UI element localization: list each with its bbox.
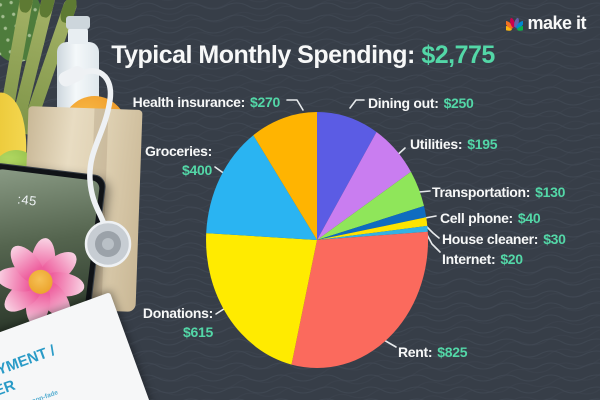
leader-line-dining-out xyxy=(349,99,365,109)
callout-amount: $30 xyxy=(543,231,566,247)
callout-amount: $615 xyxy=(183,324,213,340)
callout-label: Internet: xyxy=(442,251,496,267)
callout-dining-out: Dining out: $250 xyxy=(368,95,474,111)
nbc-peacock-icon xyxy=(506,17,524,31)
page-title: Typical Monthly Spending: $2,775 xyxy=(103,41,503,70)
callout-groceries: Groceries: $400 xyxy=(145,142,212,180)
callout-label: Donations: xyxy=(142,305,213,321)
title-text: Typical Monthly Spending: xyxy=(111,41,422,69)
callout-amount: $825 xyxy=(437,344,468,360)
callout-amount: $130 xyxy=(535,184,566,200)
title-amount: $2,775 xyxy=(421,41,495,69)
pie-slice-cell-phone xyxy=(317,206,427,240)
leader-line-health-insurance xyxy=(286,99,304,111)
callout-label: Transportation: xyxy=(432,184,531,200)
stethoscope-earpiece xyxy=(58,66,85,87)
callout-amount: $20 xyxy=(500,251,523,267)
callout-label: House cleaner: xyxy=(442,231,539,247)
callout-rent: Rent: $825 xyxy=(398,344,468,360)
callout-donations: Donations: $615 xyxy=(143,304,213,342)
pie-slice-transportation xyxy=(317,171,424,240)
callout-label: Dining out: xyxy=(368,95,439,111)
leader-line-transportation xyxy=(418,190,431,193)
callout-amount: $250 xyxy=(443,95,474,111)
callout-amount: $270 xyxy=(250,94,280,110)
pie-slice-house-cleaner xyxy=(317,217,428,240)
callout-health-insurance: Health insurance: $270 xyxy=(132,94,281,110)
callout-label: Rent: xyxy=(398,344,433,360)
pie-slice-internet xyxy=(317,225,428,240)
leader-line-cell-phone xyxy=(424,215,437,219)
callout-amount: $400 xyxy=(182,162,212,178)
callout-internet: Internet: $20 xyxy=(442,251,523,267)
logo-text: make it xyxy=(527,13,586,33)
callout-amount: $40 xyxy=(517,210,541,226)
callout-utilities: Utilities: $195 xyxy=(410,136,497,152)
pie-slices-group xyxy=(206,112,429,369)
pie-slice-health-insurance xyxy=(253,112,317,240)
callout-cell-phone: Cell phone: $40 xyxy=(440,210,541,226)
stethoscope-photo xyxy=(58,66,132,268)
callout-label: Utilities: xyxy=(410,136,463,152)
callout-label: Groceries: xyxy=(144,143,212,159)
callout-label: Health insurance: xyxy=(132,94,246,110)
pie-slice-dining-out xyxy=(317,112,377,240)
pie-slice-rent xyxy=(291,231,429,369)
callout-house-cleaner: House cleaner: $30 xyxy=(442,231,566,247)
callout-label: Cell phone: xyxy=(440,210,513,226)
brand-logo: make it xyxy=(506,13,586,34)
callout-transportation: Transportation: $130 xyxy=(432,184,565,200)
pie-slice-utilities xyxy=(317,132,411,240)
leader-line-house-cleaner xyxy=(425,225,440,239)
callout-amount: $195 xyxy=(467,136,498,152)
pie-slice-groceries xyxy=(206,135,317,240)
pie-slice-donations xyxy=(206,233,317,365)
